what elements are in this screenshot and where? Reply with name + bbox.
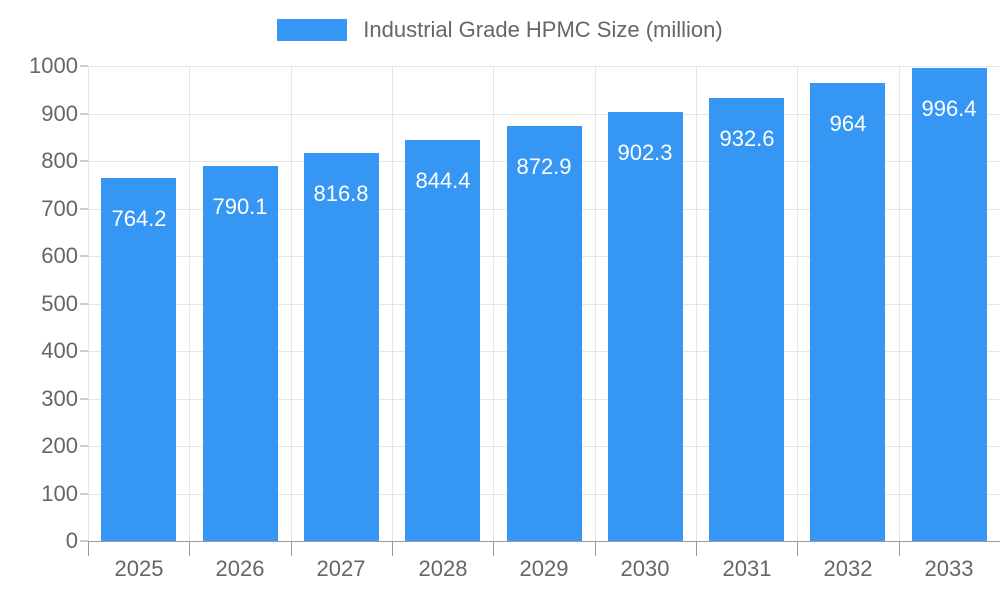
bar-value-label: 902.3 [617,140,673,166]
y-axis-tick-mark [80,160,88,162]
y-axis-tick-mark [80,208,88,209]
bar[interactable] [810,83,885,541]
y-axis-tick-label: 300 [41,385,78,411]
bar[interactable] [608,112,683,541]
gridline-horizontal [88,541,1000,542]
bar-value-label: 872.9 [516,154,572,180]
bar-value-label: 790.1 [212,193,268,219]
x-axis-tick-label: 2026 [215,556,265,581]
x-axis-tick-label: 2025 [114,556,164,581]
x-axis-tick-mark [291,542,292,556]
y-axis-tick-label: 0 [65,528,78,553]
y-axis-tick-mark [80,445,88,447]
gridline-horizontal [88,66,1000,67]
plot-area: 764.2 790.1 816.8 844.4 872.9 902.3 932.6 964 99… [88,66,1000,541]
x-axis-tick-mark [595,542,596,556]
y-axis-tick-mark [80,113,88,114]
gridline-vertical [88,66,89,541]
x-axis-tick-label: 2032 [823,556,873,581]
gridline-vertical [899,66,900,541]
legend-item-label: Industrial Grade HPMC Size (million) [363,17,723,42]
bar[interactable] [912,67,987,541]
y-axis-tick-label: 700 [41,195,78,221]
bar-value-label: 844.4 [415,167,471,193]
y-axis-tick-mark [80,65,88,67]
bar-value-label: 964 [829,111,867,137]
bar[interactable] [101,178,176,541]
x-axis-tick-label: 2029 [519,556,569,581]
x-axis-tick-label: 2030 [620,556,670,581]
bar-value-label: 932.6 [719,126,775,151]
bar[interactable] [203,165,278,541]
y-axis-tick-label: 1000 [29,53,78,78]
y-axis-tick-mark [80,303,88,304]
x-axis-tick-label: 2033 [924,556,974,581]
y-axis-tick-label: 800 [41,148,78,173]
x-axis-tick-label: 2027 [316,556,366,581]
legend-color-swatch-icon [277,19,348,41]
bar[interactable] [709,98,784,541]
x-axis-tick-mark [696,542,697,556]
y-axis-tick-label: 900 [41,100,78,126]
x-axis-tick-mark [899,542,900,556]
x-axis-tick-mark [797,542,798,556]
gridline-vertical [493,66,494,541]
gridline-vertical [392,66,393,541]
y-axis-tick-label: 100 [41,480,78,506]
bar-value-label: 996.4 [921,95,977,121]
x-axis-tick-label: 2031 [722,556,772,581]
gridline-horizontal [88,113,1000,115]
gridline-vertical [189,66,190,541]
gridline-vertical [595,66,596,541]
bar-value-label: 764.2 [111,206,167,231]
y-axis-tick-mark [80,398,88,399]
x-axis-tick-label: 2028 [418,556,468,581]
x-axis-tick-mark [88,542,89,556]
gridline-vertical [797,66,798,541]
y-axis-tick-label: 200 [41,433,78,458]
bar[interactable] [507,126,582,541]
y-axis-tick-mark [80,540,88,542]
x-axis-line [88,541,1000,542]
chart-legend: Industrial Grade HPMC Size (million) [0,10,1000,50]
x-axis-tick-mark [392,542,393,556]
y-axis-tick-mark [80,493,88,494]
x-axis-tick-mark [493,542,494,556]
y-axis-tick-label: 600 [41,243,78,268]
y-axis-tick-mark [80,255,88,257]
bar-value-label: 816.8 [313,181,369,207]
gridline-vertical [696,66,697,541]
x-axis-tick-mark [189,542,190,556]
bar[interactable] [304,153,379,541]
bar[interactable] [405,139,480,541]
y-axis-tick-mark [80,350,88,352]
legend-item-industrial-grade-hpmc-size[interactable]: Industrial Grade HPMC Size (million) [277,17,723,43]
y-axis-tick-label: 400 [41,338,78,363]
y-axis-tick-label: 500 [41,290,78,316]
gridline-vertical [291,66,292,541]
